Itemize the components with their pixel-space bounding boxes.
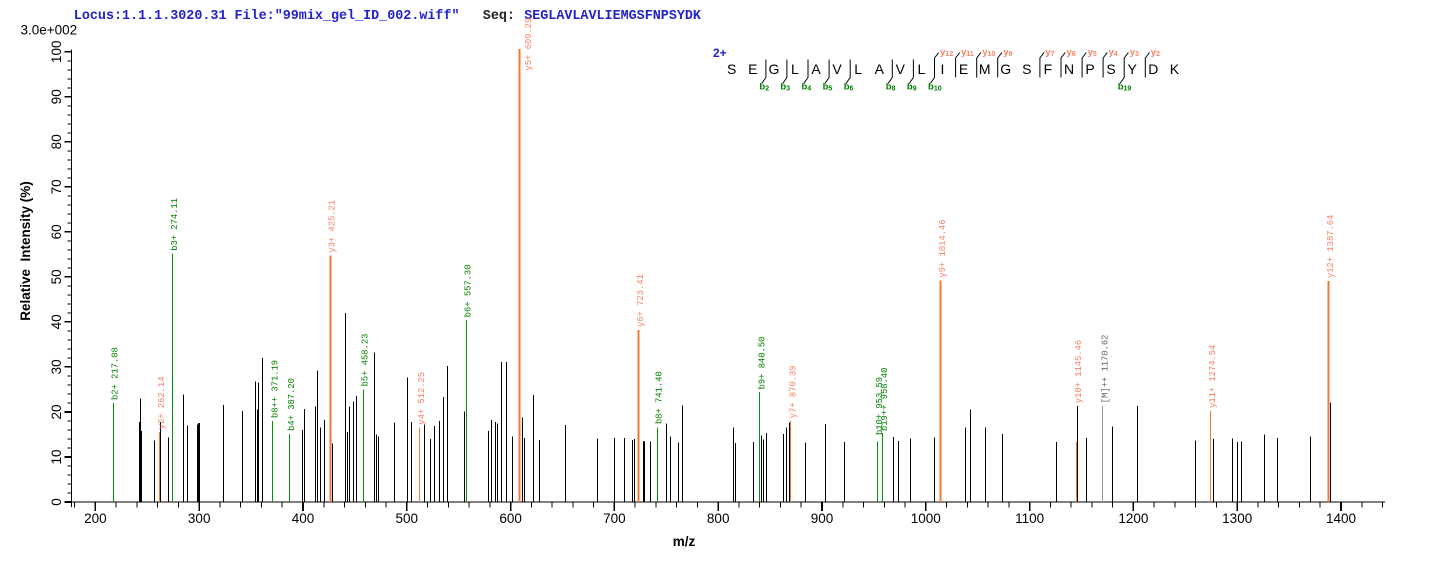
- svg-text:S: S: [1022, 61, 1031, 77]
- svg-text:500: 500: [396, 511, 419, 526]
- svg-text:G: G: [1000, 61, 1011, 77]
- svg-text:P: P: [1085, 61, 1094, 77]
- svg-text:b9: b9: [907, 82, 917, 93]
- svg-text:1200: 1200: [1118, 511, 1148, 526]
- svg-text:b6: b6: [844, 82, 854, 93]
- svg-text:E: E: [748, 61, 757, 77]
- svg-text:10: 10: [49, 449, 64, 464]
- svg-text:400: 400: [292, 511, 315, 526]
- svg-text:y9+ 1014.46: y9+ 1014.46: [938, 219, 948, 277]
- svg-text:100: 100: [49, 41, 64, 64]
- svg-text:b19: b19: [1118, 82, 1132, 93]
- svg-text:b4: b4: [802, 82, 812, 93]
- svg-text:30: 30: [49, 359, 64, 374]
- svg-text:90: 90: [49, 89, 64, 104]
- svg-text:b8: b8: [886, 82, 896, 93]
- svg-text:1400: 1400: [1326, 511, 1356, 526]
- svg-text:L: L: [854, 61, 862, 77]
- svg-text:900: 900: [811, 511, 834, 526]
- svg-text:b8+ 741.40: b8+ 741.40: [655, 371, 665, 424]
- svg-text:2+: 2+: [713, 46, 727, 60]
- svg-text:m/z: m/z: [673, 534, 696, 549]
- svg-text:S: S: [1106, 61, 1115, 77]
- svg-text:3.0e+002: 3.0e+002: [21, 23, 78, 38]
- svg-text:1000: 1000: [911, 511, 941, 526]
- svg-text:40: 40: [49, 314, 64, 329]
- svg-text:b8++ 371.19: b8++ 371.19: [271, 360, 281, 418]
- svg-text:20: 20: [49, 404, 64, 419]
- svg-text:b3+ 274.11: b3+ 274.11: [170, 198, 180, 251]
- svg-text:y6: y6: [1067, 47, 1076, 58]
- svg-text:D: D: [1148, 61, 1158, 77]
- svg-text:V: V: [896, 61, 906, 77]
- svg-text:y2+ 262.14: y2+ 262.14: [157, 377, 167, 430]
- svg-text:y3+ 425.21: y3+ 425.21: [328, 200, 338, 253]
- svg-text:y4: y4: [1109, 47, 1118, 58]
- svg-text:y7+ 870.39: y7+ 870.39: [789, 365, 799, 418]
- svg-text:Seq:: Seq:: [483, 9, 515, 24]
- svg-text:A: A: [811, 61, 821, 77]
- svg-text:b4+ 387.20: b4+ 387.20: [287, 378, 297, 431]
- svg-text:y2: y2: [1151, 47, 1160, 58]
- svg-text:S: S: [727, 61, 736, 77]
- svg-text:y3: y3: [1130, 47, 1139, 58]
- svg-text:L: L: [791, 61, 799, 77]
- svg-text:y12+ 1387.64: y12+ 1387.64: [1326, 215, 1336, 278]
- svg-text:y4+ 512.25: y4+ 512.25: [417, 372, 427, 425]
- svg-text:60: 60: [49, 224, 64, 239]
- svg-text:y7: y7: [1045, 47, 1054, 58]
- svg-text:b2+ 217.08: b2+ 217.08: [111, 347, 121, 400]
- svg-text:V: V: [832, 61, 842, 77]
- svg-text:E: E: [959, 61, 968, 77]
- svg-text:y11: y11: [961, 47, 974, 58]
- svg-text:1100: 1100: [1015, 511, 1044, 526]
- svg-text:b6+ 557.30: b6+ 557.30: [464, 265, 474, 318]
- svg-text:800: 800: [707, 511, 730, 526]
- svg-text:A: A: [875, 61, 885, 77]
- svg-text:1300: 1300: [1222, 511, 1252, 526]
- svg-text:b3: b3: [780, 82, 790, 93]
- svg-text:N: N: [1064, 61, 1074, 77]
- svg-text:F: F: [1044, 61, 1053, 77]
- svg-text:0: 0: [49, 498, 64, 506]
- svg-text:Relative Intensity (%): Relative Intensity (%): [18, 181, 33, 321]
- svg-text:50: 50: [49, 269, 64, 284]
- svg-text:y6+ 723.41: y6+ 723.41: [636, 274, 646, 327]
- svg-text:G: G: [768, 61, 779, 77]
- svg-text:y12: y12: [940, 47, 953, 58]
- svg-text:[M]++ 1170.62: [M]++ 1170.62: [1100, 335, 1110, 404]
- svg-text:y10: y10: [982, 47, 995, 58]
- svg-text:y5: y5: [1088, 47, 1097, 58]
- svg-text:K: K: [1170, 61, 1180, 77]
- svg-text:y5+ 609.29: y5+ 609.29: [524, 18, 534, 71]
- svg-text:L: L: [918, 61, 926, 77]
- svg-text:M: M: [979, 61, 991, 77]
- svg-text:Locus:1.1.1.3020.31 File:"99mi: Locus:1.1.1.3020.31 File:"99mix_gel_ID_0…: [74, 9, 460, 24]
- svg-text:SEGLAVLAVLIEMGSFNPSYDK: SEGLAVLAVLIEMGSFNPSYDK: [524, 9, 702, 24]
- svg-text:y11+ 1274.54: y11+ 1274.54: [1208, 345, 1218, 408]
- svg-text:b10+ 953.59: b10+ 953.59: [875, 377, 885, 435]
- svg-text:70: 70: [49, 179, 64, 194]
- svg-text:y9: y9: [1003, 47, 1012, 58]
- svg-text:y10+ 1145.46: y10+ 1145.46: [1074, 340, 1084, 403]
- svg-text:b10: b10: [928, 82, 942, 93]
- svg-text:b9+ 840.50: b9+ 840.50: [757, 337, 767, 390]
- svg-text:Y: Y: [1128, 61, 1138, 77]
- svg-text:b2: b2: [759, 82, 769, 93]
- svg-text:80: 80: [49, 134, 64, 149]
- svg-text:b5: b5: [823, 82, 833, 93]
- svg-text:700: 700: [603, 511, 626, 526]
- svg-text:600: 600: [499, 511, 522, 526]
- svg-text:200: 200: [84, 511, 107, 526]
- svg-text:300: 300: [188, 511, 211, 526]
- svg-text:b5+ 458.23: b5+ 458.23: [361, 334, 371, 387]
- svg-text:I: I: [941, 61, 945, 77]
- svg-text:b19++ 958.40: b19++ 958.40: [880, 368, 890, 431]
